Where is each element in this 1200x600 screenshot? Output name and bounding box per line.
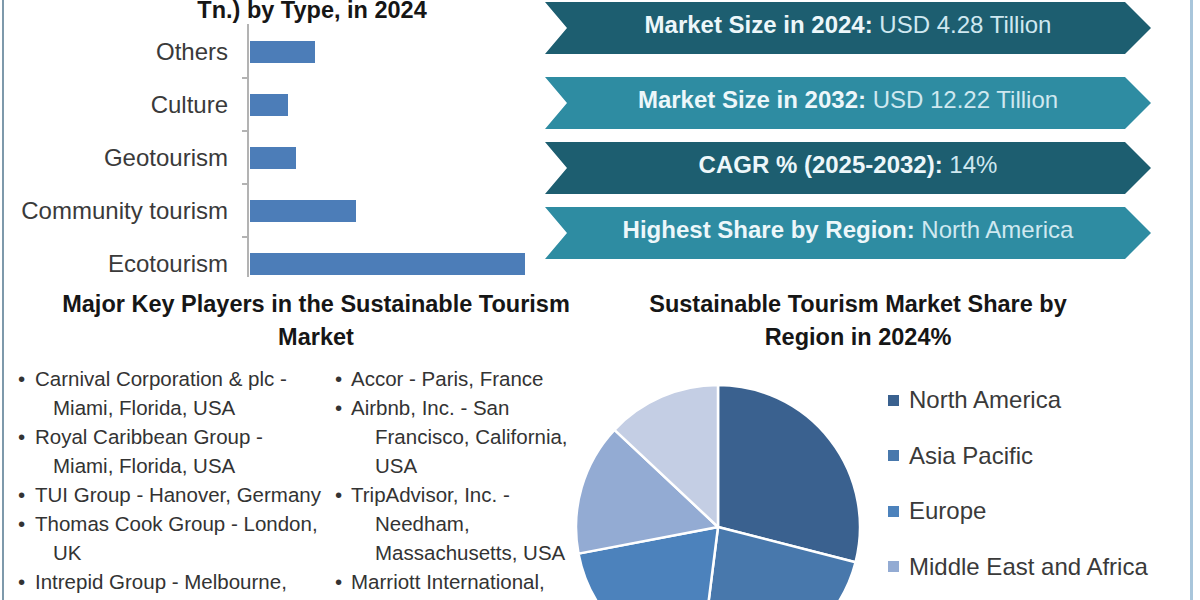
legend-item-middle-east-and-africa: Middle East and Africa xyxy=(888,555,1148,579)
bar-category-label: Community tourism xyxy=(0,196,228,226)
bullet-icon: • xyxy=(335,364,351,393)
key-player-item-continuation: Miami, Florida, USA xyxy=(18,451,343,480)
key-player-item-continuation: Miami, Florida, USA xyxy=(18,393,343,422)
key-player-item: •TUI Group - Hanover, Germany xyxy=(18,480,343,509)
stat-banner-2: Market Size in 2032: USD 12.22 Tillion xyxy=(545,77,1151,129)
key-player-item-continuation: UK xyxy=(18,538,343,567)
bar-community-tourism xyxy=(250,200,356,222)
key-player-item: •Intrepid Group - Melbourne, xyxy=(18,567,343,596)
key-player-item: •Carnival Corporation & plc - xyxy=(18,364,343,393)
bar-category-label: Ecotourism xyxy=(0,249,228,279)
legend-swatch xyxy=(888,395,899,406)
key-player-item: •TripAdvisor, Inc. - xyxy=(335,480,593,509)
legend-swatch xyxy=(888,506,899,517)
page-border-right xyxy=(1190,0,1193,600)
bar-geotourism xyxy=(250,147,296,169)
bar-category-label: Geotourism xyxy=(0,143,228,173)
legend-label: Asia Pacific xyxy=(909,442,1033,470)
bullet-icon: • xyxy=(18,364,35,393)
banner-value: North America xyxy=(915,216,1074,244)
axis-tick xyxy=(242,183,247,185)
key-player-item: •Accor - Paris, France xyxy=(335,364,593,393)
bullet-icon: • xyxy=(18,422,35,451)
bar-ecotourism xyxy=(250,253,525,275)
bullet-icon: • xyxy=(335,480,351,509)
bar-category-label: Others xyxy=(0,37,228,67)
axis-tick xyxy=(242,77,247,79)
bullet-icon: • xyxy=(18,480,35,509)
pie-chart xyxy=(560,379,876,600)
banner-label: Market Size in 2032: xyxy=(638,86,866,114)
stat-banner-1: Market Size in 2024: USD 4.28 Tillion xyxy=(545,2,1151,54)
bar-culture xyxy=(250,94,288,116)
legend-swatch xyxy=(888,561,899,572)
key-player-item-continuation: Needham, xyxy=(335,509,593,538)
legend-item-europe: Europe xyxy=(888,499,986,523)
key-player-item: •Marriott International, xyxy=(335,567,593,596)
banner-label: Highest Share by Region: xyxy=(623,216,915,244)
bar-others xyxy=(250,41,315,63)
banner-label: CAGR % (2025-2032): xyxy=(699,151,943,179)
pie-chart-title: Sustainable Tourism Market Share byRegio… xyxy=(633,288,1083,354)
legend-label: Europe xyxy=(909,497,986,525)
key-players-heading: Major Key Players in the Sustainable Tou… xyxy=(0,288,632,354)
key-players-column-2: •Accor - Paris, France•Airbnb, Inc. - Sa… xyxy=(335,364,593,596)
key-players-column-1: •Carnival Corporation & plc -Miami, Flor… xyxy=(18,364,343,596)
bar-chart-title: Tn.) by Type, in 2024 xyxy=(0,0,624,24)
stat-banner-3: CAGR % (2025-2032): 14% xyxy=(545,142,1151,194)
key-player-item-continuation: USA xyxy=(335,451,593,480)
key-player-item-continuation: Francisco, California, xyxy=(335,422,593,451)
axis-tick xyxy=(242,130,247,132)
legend-label: Middle East and Africa xyxy=(909,553,1148,581)
banner-value: USD 12.22 Tillion xyxy=(866,86,1058,114)
banner-value: 14% xyxy=(943,151,998,179)
key-player-item: •Airbnb, Inc. - San xyxy=(335,393,593,422)
key-player-item: •Thomas Cook Group - London, xyxy=(18,509,343,538)
bullet-icon: • xyxy=(18,509,35,538)
stat-banner-4: Highest Share by Region: North America xyxy=(545,207,1151,259)
key-player-item-continuation: Massachusetts, USA xyxy=(335,538,593,567)
key-player-item: •Royal Caribbean Group - xyxy=(18,422,343,451)
legend-swatch xyxy=(888,450,899,461)
banner-value: USD 4.28 Tillion xyxy=(873,11,1052,39)
bullet-icon: • xyxy=(335,393,351,422)
axis-tick xyxy=(242,236,247,238)
bullet-icon: • xyxy=(335,567,351,596)
legend-item-asia-pacific: Asia Pacific xyxy=(888,444,1033,468)
legend-label: North America xyxy=(909,386,1061,414)
bar-chart-y-axis xyxy=(247,24,249,277)
bar-category-label: Culture xyxy=(0,90,228,120)
legend-item-north-america: North America xyxy=(888,388,1061,412)
banner-label: Market Size in 2024: xyxy=(645,11,873,39)
bullet-icon: • xyxy=(18,567,35,596)
